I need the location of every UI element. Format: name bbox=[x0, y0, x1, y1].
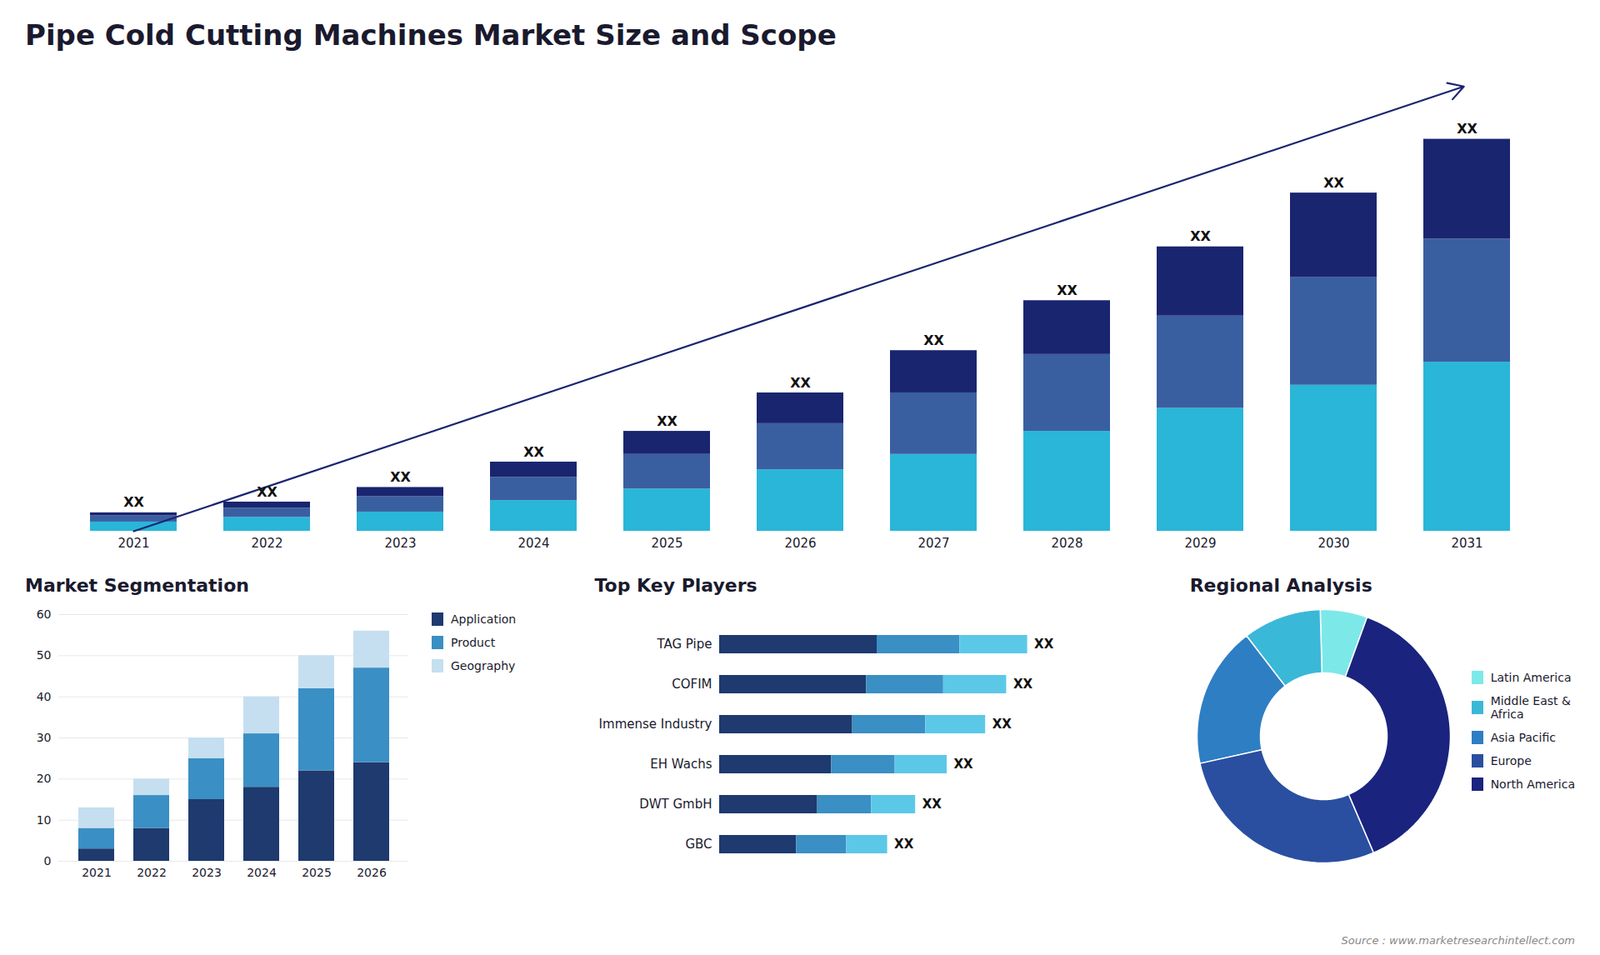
svg-text:XX: XX bbox=[923, 332, 945, 349]
svg-text:COFIM: COFIM bbox=[672, 676, 713, 692]
svg-text:2025: 2025 bbox=[301, 865, 332, 880]
svg-text:2028: 2028 bbox=[1050, 535, 1083, 551]
svg-text:2024: 2024 bbox=[246, 865, 277, 880]
html-text:Market Segmentation: Market Segmentation bbox=[25, 575, 250, 596]
svg-text:XX: XX bbox=[895, 836, 915, 852]
svg-text:2030: 2030 bbox=[1317, 535, 1350, 551]
svg-text:XX: XX bbox=[390, 469, 411, 485]
svg-text:XX: XX bbox=[790, 375, 811, 391]
svg-text:2021: 2021 bbox=[117, 535, 150, 551]
svg-text:2024: 2024 bbox=[517, 535, 550, 551]
svg-text:40: 40 bbox=[36, 690, 52, 704]
svg-text:2022: 2022 bbox=[136, 865, 167, 880]
svg-text:2023: 2023 bbox=[384, 535, 416, 551]
svg-text:XX: XX bbox=[1035, 636, 1055, 652]
svg-text:XX: XX bbox=[1456, 120, 1478, 137]
svg-text:XX: XX bbox=[123, 494, 145, 510]
svg-text:10: 10 bbox=[36, 813, 52, 827]
svg-text:XX: XX bbox=[656, 413, 678, 430]
svg-text:XX: XX bbox=[1056, 282, 1078, 299]
svg-text:2025: 2025 bbox=[650, 535, 683, 551]
svg-text:XX: XX bbox=[256, 484, 278, 500]
html-text:Geography: Geography bbox=[450, 659, 516, 673]
html-text:Pipe Cold Cutting Machines Mar: Pipe Cold Cutting Machines Market Size a… bbox=[25, 18, 837, 52]
svg-text:0: 0 bbox=[44, 854, 52, 868]
html-text:Latin America: Latin America bbox=[1490, 670, 1572, 685]
svg-text:20: 20 bbox=[36, 771, 52, 785]
svg-text:2022: 2022 bbox=[250, 535, 283, 551]
html-text:Europe: Europe bbox=[1490, 754, 1532, 768]
svg-text:DWT GmbH: DWT GmbH bbox=[640, 796, 713, 812]
html-text:Regional Analysis: Regional Analysis bbox=[1189, 575, 1373, 596]
svg-text:XX: XX bbox=[1013, 676, 1034, 692]
svg-text:TAG Pipe: TAG Pipe bbox=[656, 636, 713, 652]
svg-text:XX: XX bbox=[992, 716, 1013, 732]
html-text:North America: North America bbox=[1490, 777, 1575, 791]
svg-text:2031: 2031 bbox=[1450, 535, 1483, 551]
svg-text:XX: XX bbox=[1323, 175, 1345, 191]
svg-text:60: 60 bbox=[36, 607, 52, 621]
svg-text:30: 30 bbox=[36, 730, 52, 745]
html-text:Source : www.marketresearchint: Source : www.marketresearchintellect.com bbox=[1341, 934, 1575, 947]
svg-text:XX: XX bbox=[922, 796, 943, 812]
html-text:Application: Application bbox=[450, 612, 516, 626]
svg-text:2021: 2021 bbox=[81, 865, 112, 880]
svg-text:XX: XX bbox=[954, 756, 975, 772]
svg-text:2026: 2026 bbox=[356, 865, 387, 880]
svg-text:2026: 2026 bbox=[784, 535, 816, 551]
svg-text:GBC: GBC bbox=[685, 836, 713, 852]
svg-text:2023: 2023 bbox=[191, 865, 222, 880]
svg-text:XX: XX bbox=[1190, 228, 1211, 245]
html-text:Product: Product bbox=[450, 635, 496, 650]
html-text:Asia Pacific: Asia Pacific bbox=[1490, 730, 1556, 745]
svg-text:2027: 2027 bbox=[917, 535, 950, 551]
html-text:Top Key Players: Top Key Players bbox=[594, 575, 758, 596]
svg-text:EH Wachs: EH Wachs bbox=[650, 756, 713, 772]
svg-text:2029: 2029 bbox=[1184, 535, 1216, 551]
svg-text:Immense Industry: Immense Industry bbox=[599, 716, 713, 732]
html-text:Middle East & Africa: Middle East & Africa bbox=[1490, 694, 1571, 721]
svg-text:50: 50 bbox=[36, 648, 52, 662]
svg-text:XX: XX bbox=[523, 444, 545, 460]
